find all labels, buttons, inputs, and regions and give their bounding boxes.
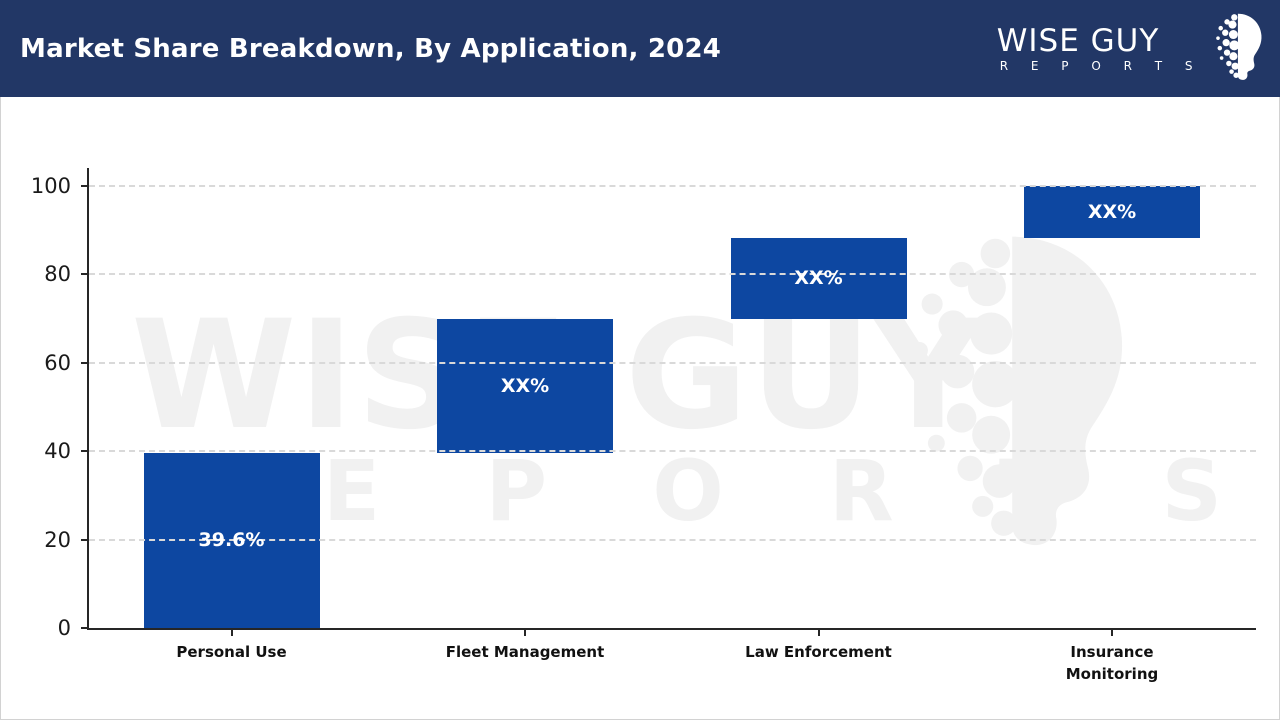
x-tick-mark <box>1111 628 1113 636</box>
gridline-y-40 <box>89 450 1256 453</box>
y-tick-label: 80 <box>44 262 71 287</box>
gridline-y-20 <box>89 538 1256 541</box>
y-tick-mark <box>81 273 89 276</box>
logo-subtitle: R E P O R T S <box>999 58 1202 73</box>
y-tick-mark <box>81 185 89 187</box>
bar-fleet-management <box>437 318 613 453</box>
y-tick-mark <box>81 361 89 364</box>
y-axis-line <box>87 168 89 630</box>
y-tick-label: 60 <box>44 350 71 375</box>
bar-law-enforcement <box>730 238 907 319</box>
wiseguy-logo: WISE GUY R E P O R T S <box>997 11 1266 87</box>
y-tick-label: 20 <box>44 527 71 552</box>
bar-value-label: XX% <box>500 374 550 397</box>
logo-wordmark: WISE GUY <box>996 22 1160 59</box>
x-tick-mark <box>230 628 233 636</box>
x-axis-label: Personal Use <box>176 643 287 661</box>
bar-value-label: XX% <box>1087 201 1137 224</box>
logo-text: WISE GUY R E P O R T S <box>997 25 1202 73</box>
y-tick-label: 100 <box>30 174 71 198</box>
gridline-y-100 <box>89 185 1256 187</box>
x-axis-line <box>87 628 1256 630</box>
bar-value-label: XX% <box>794 267 843 290</box>
x-tick-mark <box>817 628 820 636</box>
bar-insurance-monitoring <box>1024 186 1200 239</box>
header-bar: Market Share Breakdown, By Application, … <box>0 0 1280 97</box>
watermark-head-graphic <box>911 236 1123 546</box>
y-tick-mark <box>81 627 89 629</box>
y-tick-mark <box>81 538 89 541</box>
chart-panel: WISE GUY R E P O R T S 0 20 40 60 80 100 39.6%… <box>0 97 1280 720</box>
gridline-y-80 <box>89 273 1256 276</box>
x-axis-label: Insurance Monitoring <box>1065 643 1159 683</box>
y-tick-label: 40 <box>44 439 71 464</box>
y-tick-mark <box>81 450 89 453</box>
x-axis-label: Law Enforcement <box>745 643 892 661</box>
y-tick-label: 0 <box>57 616 71 640</box>
page-title: Market Share Breakdown, By Application, … <box>20 33 722 64</box>
x-axis-label: Fleet Management <box>445 643 605 661</box>
x-tick-mark <box>524 628 526 636</box>
logo-head-icon <box>1216 13 1262 80</box>
bar-value-label: 39.6% <box>198 529 265 552</box>
gridline-y-60 <box>89 361 1256 364</box>
